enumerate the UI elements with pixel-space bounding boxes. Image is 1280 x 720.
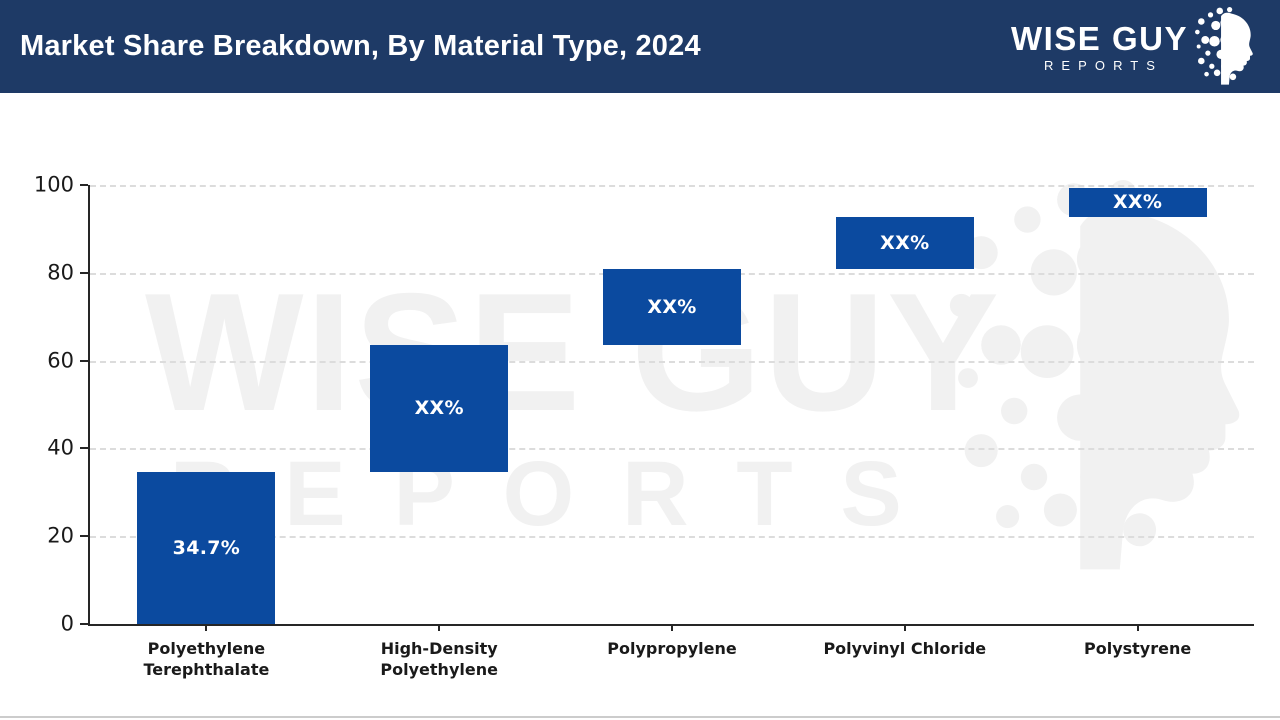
bar-value-label: XX% [647, 296, 697, 319]
y-tick-label: 0 [60, 611, 74, 636]
page-title: Market Share Breakdown, By Material Type… [20, 30, 701, 62]
logo-secondary-text: REPORTS [1043, 57, 1164, 73]
x-tick-mark [1136, 624, 1139, 631]
y-tick-label: 20 [47, 523, 74, 548]
x-tick-mark [438, 624, 441, 631]
bar-value-label: XX% [1112, 191, 1163, 214]
y-tick-mark [80, 447, 88, 450]
bar-segment-high-density-polyethylene: XX% [370, 344, 509, 472]
y-tick-mark [80, 271, 88, 274]
bar-segment-polyvinyl-chloride: XX% [835, 216, 974, 270]
bar-value-label: XX% [414, 397, 464, 420]
x-category-label-line: Polyethylene [380, 660, 498, 680]
bar-segment-polyethylene-terephthalate: 34.7% [137, 471, 276, 624]
y-tick-label: 100 [33, 172, 74, 197]
y-tick-mark [80, 359, 88, 362]
report-header: Market Share Breakdown, By Material Type… [0, 0, 1280, 93]
y-gridline [90, 448, 1254, 451]
x-category-label-line: Polyvinyl Chloride [823, 639, 987, 658]
x-category-label-line: Terephthalate [143, 660, 270, 680]
y-tick-mark [80, 623, 88, 625]
y-gridline [90, 536, 1254, 539]
y-gridline [90, 185, 1254, 187]
x-category-label-line: Polystyrene [1083, 639, 1192, 658]
x-category-label: Polypropylene [557, 638, 787, 659]
bottom-rule [0, 716, 1280, 718]
x-tick-mark [205, 624, 208, 631]
y-tick-label: 60 [47, 348, 74, 373]
wiseguy-logo: WISE GUY REPORTS [1011, 7, 1258, 86]
y-tick-label: 40 [47, 435, 74, 460]
y-tick-mark [80, 535, 88, 538]
bar-segment-polypropylene: XX% [603, 269, 741, 345]
x-category-label: Polyethylene Terephthalate [91, 638, 321, 680]
logo-wordmark: WISE GUY REPORTS [1011, 22, 1188, 72]
bar-value-label: 34.7% [172, 536, 241, 559]
x-category-label: High-Density Polyethylene [324, 638, 554, 680]
chart-plot-area: 0 20 40 60 80 100 34.7% Polyethylene Terephthala… [34, 174, 1254, 679]
x-category-label-line: Polypropylene [607, 639, 737, 658]
bar-value-label: XX% [880, 231, 930, 254]
wiseguy-head-icon [1192, 7, 1258, 86]
y-tick-label: 80 [47, 260, 74, 285]
x-category-label-line: Polyethylene [147, 639, 266, 658]
logo-primary-text: WISE GUY [1010, 19, 1188, 57]
bar-segment-polystyrene: XX% [1068, 187, 1207, 217]
x-category-label-line: High-Density [380, 639, 498, 658]
y-gridline [90, 360, 1254, 363]
y-tick-mark [80, 184, 88, 186]
x-category-label: Polyvinyl Chloride [790, 638, 1020, 659]
x-category-label: Polystyrene [1023, 638, 1253, 659]
x-tick-mark [903, 624, 906, 631]
x-tick-mark [671, 624, 673, 631]
